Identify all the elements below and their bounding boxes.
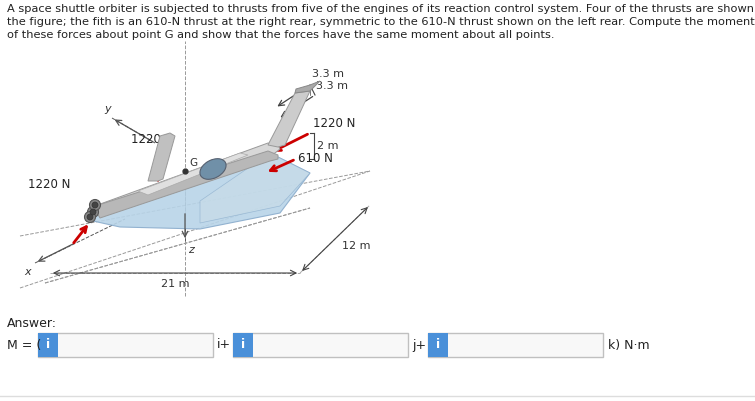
Text: the figure; the fith is an 610-N thrust at the right rear, symmetric to the 610-: the figure; the fith is an 610-N thrust … [7, 17, 755, 27]
Polygon shape [200, 153, 310, 223]
Text: 1220 N: 1220 N [131, 133, 174, 146]
Text: 3.3 m: 3.3 m [312, 69, 344, 79]
Circle shape [92, 202, 98, 208]
Circle shape [90, 209, 96, 215]
Text: k) N·m: k) N·m [608, 338, 649, 352]
FancyBboxPatch shape [233, 333, 408, 357]
Text: 1220 N: 1220 N [28, 178, 70, 190]
Text: A space shuttle orbiter is subjected to thrusts from five of the engines of its : A space shuttle orbiter is subjected to … [7, 4, 755, 14]
Text: i: i [436, 338, 440, 352]
Polygon shape [92, 143, 280, 211]
Polygon shape [268, 91, 310, 147]
Circle shape [85, 211, 95, 223]
Ellipse shape [200, 159, 226, 179]
Polygon shape [92, 151, 278, 218]
Text: 21 m: 21 m [161, 279, 190, 289]
FancyBboxPatch shape [428, 333, 603, 357]
Text: 1220 N: 1220 N [313, 117, 356, 130]
Text: 2 m: 2 m [317, 141, 338, 151]
Text: i: i [241, 338, 245, 352]
Text: Answer:: Answer: [7, 317, 57, 330]
Text: M = (: M = ( [7, 338, 42, 352]
FancyBboxPatch shape [38, 333, 58, 357]
Polygon shape [138, 153, 248, 195]
FancyBboxPatch shape [428, 333, 448, 357]
Text: x: x [25, 267, 31, 277]
Text: 12 m: 12 m [342, 241, 371, 251]
Text: G: G [189, 158, 197, 168]
FancyBboxPatch shape [38, 333, 213, 357]
Circle shape [87, 214, 93, 220]
Polygon shape [93, 153, 310, 229]
Text: i+: i+ [217, 338, 231, 352]
Text: 3.3 m: 3.3 m [316, 81, 348, 91]
Text: j+: j+ [412, 338, 426, 352]
Circle shape [88, 207, 98, 217]
Polygon shape [295, 81, 320, 93]
Polygon shape [148, 133, 175, 181]
Text: 610 N: 610 N [298, 152, 333, 166]
Text: z: z [188, 245, 194, 255]
Text: i: i [46, 338, 50, 352]
Text: y: y [105, 104, 111, 114]
FancyBboxPatch shape [233, 333, 253, 357]
Text: of these forces about point G and show that the forces have the same moment abou: of these forces about point G and show t… [7, 30, 554, 40]
Circle shape [90, 200, 100, 211]
